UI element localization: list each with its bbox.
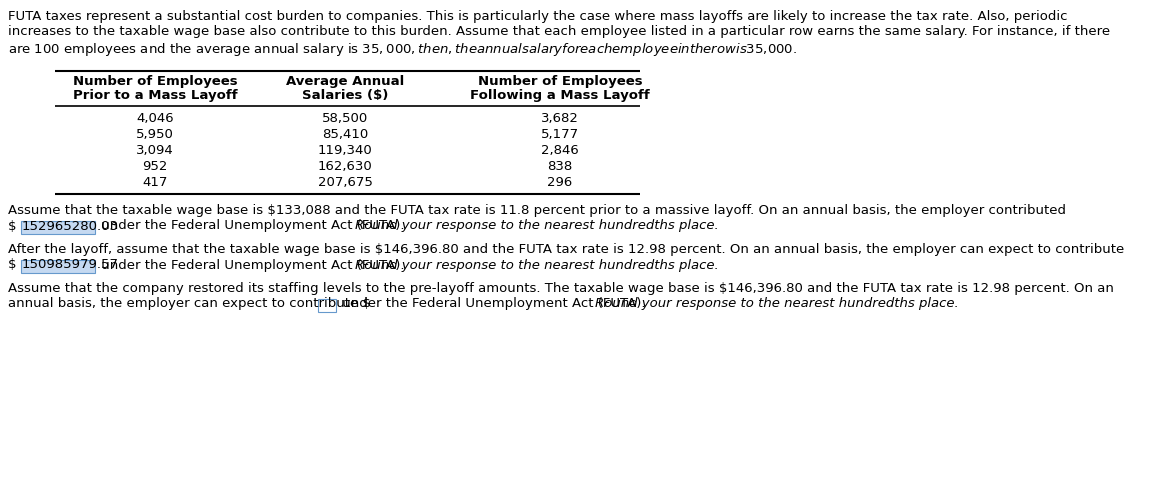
Text: 5,950: 5,950 [136,128,174,141]
Text: 85,410: 85,410 [322,128,368,141]
Text: increases to the taxable wage base also contribute to this burden. Assume that e: increases to the taxable wage base also … [8,26,1110,38]
Text: are 100 employees and the average annual salary is $35,000, then, the annual sal: are 100 employees and the average annual… [8,41,797,58]
Text: 417: 417 [142,176,167,189]
Text: 152965280.03: 152965280.03 [22,219,119,233]
Text: Number of Employees: Number of Employees [73,75,238,89]
Text: 162,630: 162,630 [317,160,373,173]
Bar [21,220,95,234]
Text: $: $ [8,258,21,272]
Text: 3,094: 3,094 [136,144,174,157]
Text: Following a Mass Layoff: Following a Mass Layoff [470,89,650,102]
Text: Assume that the taxable wage base is $133,088 and the FUTA tax rate is 11.8 perc: Assume that the taxable wage base is $13… [8,204,1066,217]
Bar [319,298,336,312]
Text: under the Federal Unemployment Act (FUTA).: under the Federal Unemployment Act (FUTA… [97,258,409,272]
Text: 3,682: 3,682 [541,112,579,125]
Text: Salaries ($): Salaries ($) [302,89,388,102]
Text: Average Annual: Average Annual [286,75,404,89]
Text: $: $ [8,219,21,233]
Text: 119,340: 119,340 [317,144,373,157]
Text: 150985979.57: 150985979.57 [22,258,119,272]
Text: 207,675: 207,675 [317,176,373,189]
Text: FUTA taxes represent a substantial cost burden to companies. This is particularl: FUTA taxes represent a substantial cost … [8,10,1067,23]
Text: Round your response to the nearest hundredths place.: Round your response to the nearest hundr… [354,258,718,272]
Text: under the Federal Unemployment Act (FUTA).: under the Federal Unemployment Act (FUTA… [338,297,650,311]
Text: 4,046: 4,046 [136,112,174,125]
Text: Number of Employees: Number of Employees [478,75,643,89]
Text: Round your response to the nearest hundredths place.: Round your response to the nearest hundr… [595,297,959,311]
Text: annual basis, the employer can expect to contribute $: annual basis, the employer can expect to… [8,297,370,311]
Text: 952: 952 [142,160,167,173]
Text: 296: 296 [547,176,572,189]
Text: After the layoff, assume that the taxable wage base is $146,396.80 and the FUTA : After the layoff, assume that the taxabl… [8,243,1124,256]
Text: 2,846: 2,846 [541,144,579,157]
Text: 58,500: 58,500 [322,112,368,125]
Text: Round your response to the nearest hundredths place.: Round your response to the nearest hundr… [354,219,718,233]
Text: Prior to a Mass Layoff: Prior to a Mass Layoff [73,89,238,102]
Text: under the Federal Unemployment Act (FUTA).: under the Federal Unemployment Act (FUTA… [97,219,409,233]
Text: 838: 838 [547,160,572,173]
Text: Assume that the company restored its staffing levels to the pre-layoff amounts. : Assume that the company restored its sta… [8,282,1114,295]
Bar [21,259,95,273]
Text: 5,177: 5,177 [541,128,579,141]
